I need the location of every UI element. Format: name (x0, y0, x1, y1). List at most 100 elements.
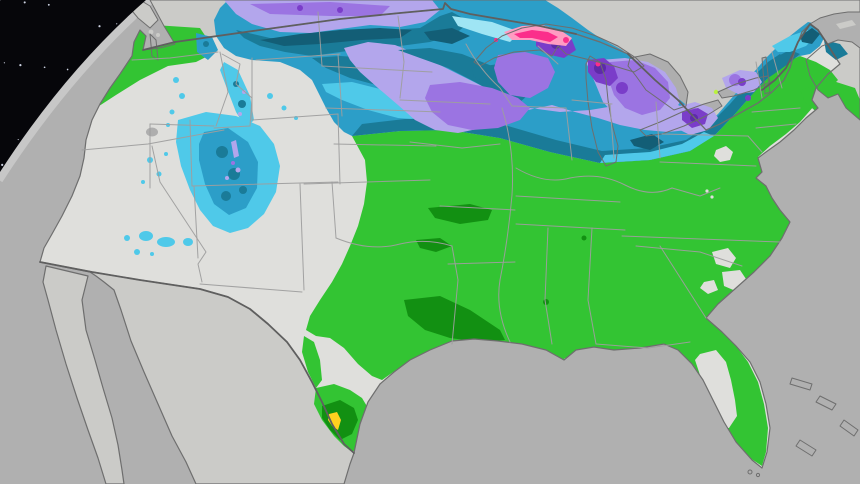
bahamas-island (839, 419, 859, 437)
dry-gap-south-carolina (700, 280, 718, 294)
state-border-id-nv-ut (213, 125, 251, 129)
state-border-il-in (565, 107, 573, 161)
state-border-tn-south (515, 223, 626, 231)
snow-utah-dot (141, 180, 145, 184)
state-border-in-oh (609, 103, 615, 159)
dark-purple-speck-prairies (297, 5, 303, 11)
state-border-mn-wi (465, 43, 513, 107)
state-border-me-nh (771, 51, 783, 89)
country-borders-layer (39, 2, 837, 454)
great-salt-lake (146, 127, 158, 137)
us-canada-border-maine (761, 23, 837, 91)
state-border-ks-ok (303, 179, 431, 185)
snow-dot-wyoming (281, 105, 287, 111)
snow-cascades-core (203, 41, 209, 47)
snow-patch-coast-range (173, 77, 179, 83)
snow-new-mexico-dot (124, 235, 130, 241)
state-border-ohio-river (515, 167, 673, 193)
state-border-pa-md (659, 161, 757, 167)
anticosti-island (836, 20, 856, 29)
florida-keys (755, 472, 761, 478)
star (1, 163, 4, 166)
star (66, 68, 69, 71)
state-border-mn-dakotas (397, 15, 405, 99)
snow-colorado-purple-speck (231, 161, 235, 165)
star (0, 0, 1, 1)
snow-colorado-lavender-sliver (231, 140, 239, 158)
snow-colorado-core (216, 146, 228, 158)
intense-rain-brownsville (328, 412, 341, 430)
dry-dot-virginia (705, 189, 709, 193)
state-border-nm-mexico-line (199, 283, 303, 293)
state-border-nc-sc (635, 245, 743, 267)
star (116, 23, 118, 25)
state-border-ma-north (751, 107, 801, 113)
state-border-tx-ok (331, 181, 337, 239)
snow-light-strip-ohio (600, 132, 714, 163)
snow-colorado-lavender-speck (235, 167, 241, 173)
purple-core-michigan (608, 60, 670, 115)
snow-heavy-new-brunswick (824, 40, 848, 60)
state-border-wv-va (671, 187, 721, 197)
state-border-nm-tx (299, 183, 305, 291)
star (47, 3, 50, 6)
state-border-ms-al (544, 227, 553, 345)
heavy-rain-oklahoma (428, 204, 492, 224)
state-border-ga-fl (595, 341, 691, 349)
magenta-dot-superior-east (563, 37, 569, 43)
snow-new-mexico-patch (157, 237, 175, 247)
state-border-wa-or (131, 51, 219, 61)
gulf-island (156, 33, 160, 37)
snow-utah-dot (164, 152, 168, 156)
state-border-ga-sc (659, 245, 707, 319)
snow-band-idaho (220, 62, 254, 128)
state-border-mi-oh-in (571, 99, 613, 105)
snow-idaho-core (238, 100, 246, 108)
state-border-ky-tn (515, 195, 621, 203)
star (23, 1, 26, 4)
state-border-va-nc (621, 235, 781, 243)
state-border-wi-il (511, 105, 567, 109)
snow-colorado-core (221, 191, 231, 201)
snow-idaho-lavender-speck (238, 112, 242, 116)
space-background (0, 0, 146, 172)
snow-heavy-north-maine (758, 50, 800, 82)
snow-new-mexico-patch (139, 231, 153, 241)
state-border-mi-wi (537, 45, 559, 65)
snow-vheavy-ohio (630, 134, 664, 150)
snow-idaho-lavender-speck (242, 90, 246, 94)
star (3, 62, 6, 64)
state-border-ut-co (189, 119, 193, 187)
state-border-wy-sd-ne (337, 53, 343, 117)
state-border-ut-id (149, 123, 215, 127)
florida-keys (747, 469, 753, 475)
snow-new-mexico-dot (134, 249, 140, 255)
heavy-rain-cell (581, 235, 587, 241)
state-border-ct-ma (755, 123, 797, 129)
state-border-vt-nh (755, 61, 763, 99)
dark-purple-huron-shore (616, 82, 628, 94)
state-border-al-ga (587, 227, 597, 345)
lake-effect-spark-ny (713, 89, 719, 95)
snow-colorado-lavender-speck (225, 176, 229, 180)
state-border-ar-la (447, 261, 516, 265)
star (19, 64, 22, 67)
purple-core-canada-prairies (250, 2, 390, 16)
state-border-tx-la (451, 245, 459, 345)
snow-vheavy-core-montana (260, 28, 412, 46)
vancouver-island-outline (127, 0, 159, 29)
dry-dot-virginia (710, 195, 714, 199)
state-border-mn-ia (399, 99, 491, 105)
state-border-ia-mo (409, 141, 501, 149)
us-mexico-border (39, 261, 355, 454)
bahamas-island (795, 439, 817, 457)
bahamas-island (789, 377, 813, 391)
state-border-wy-co (251, 113, 339, 121)
state-border-mo-ar (439, 205, 516, 211)
snow-new-mexico-dot (150, 252, 154, 256)
snow-patch-coast-range (169, 109, 175, 115)
heavy-rain-cell (543, 299, 549, 305)
islands-layer (747, 377, 859, 478)
state-border-mt-nd (317, 11, 323, 67)
